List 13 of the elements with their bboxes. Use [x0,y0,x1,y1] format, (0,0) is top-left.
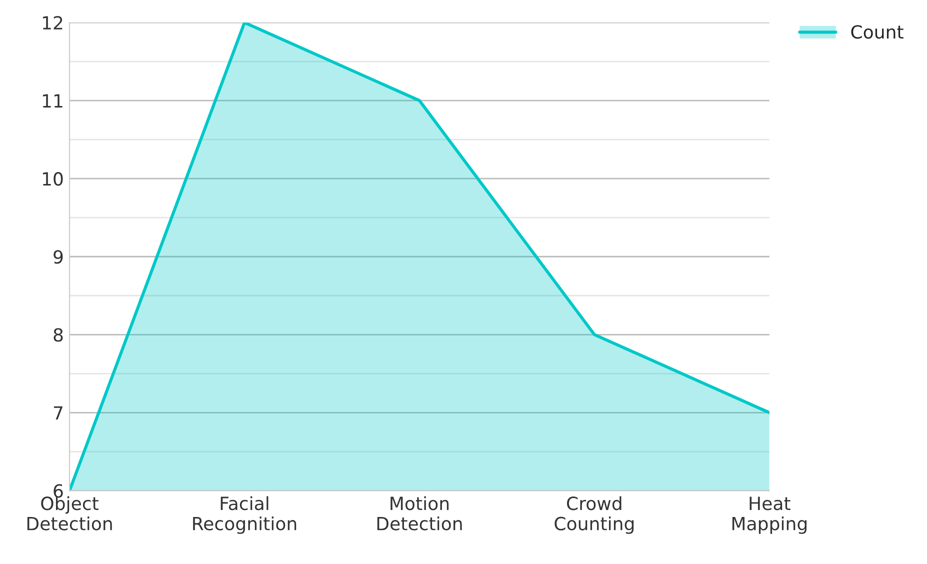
y-tick-label: 12 [42,16,62,30]
x-tick-label: Crowd Counting [554,496,634,534]
x-tick-label: Motion Detection [377,496,462,530]
x-tick-label: Facial Recognition [193,496,296,534]
y-tick-label: 8 [54,328,63,342]
legend-label: Count [851,25,904,39]
y-tick-label: 6 [54,484,63,498]
y-tick-label: 9 [54,250,63,264]
y-tick-label: 11 [42,94,62,108]
x-tick-label: Object Detection [27,496,112,530]
x-tick-label: Heat Mapping [732,496,807,534]
y-tick-label: 10 [42,172,63,186]
y-tick-label: 7 [54,406,62,420]
